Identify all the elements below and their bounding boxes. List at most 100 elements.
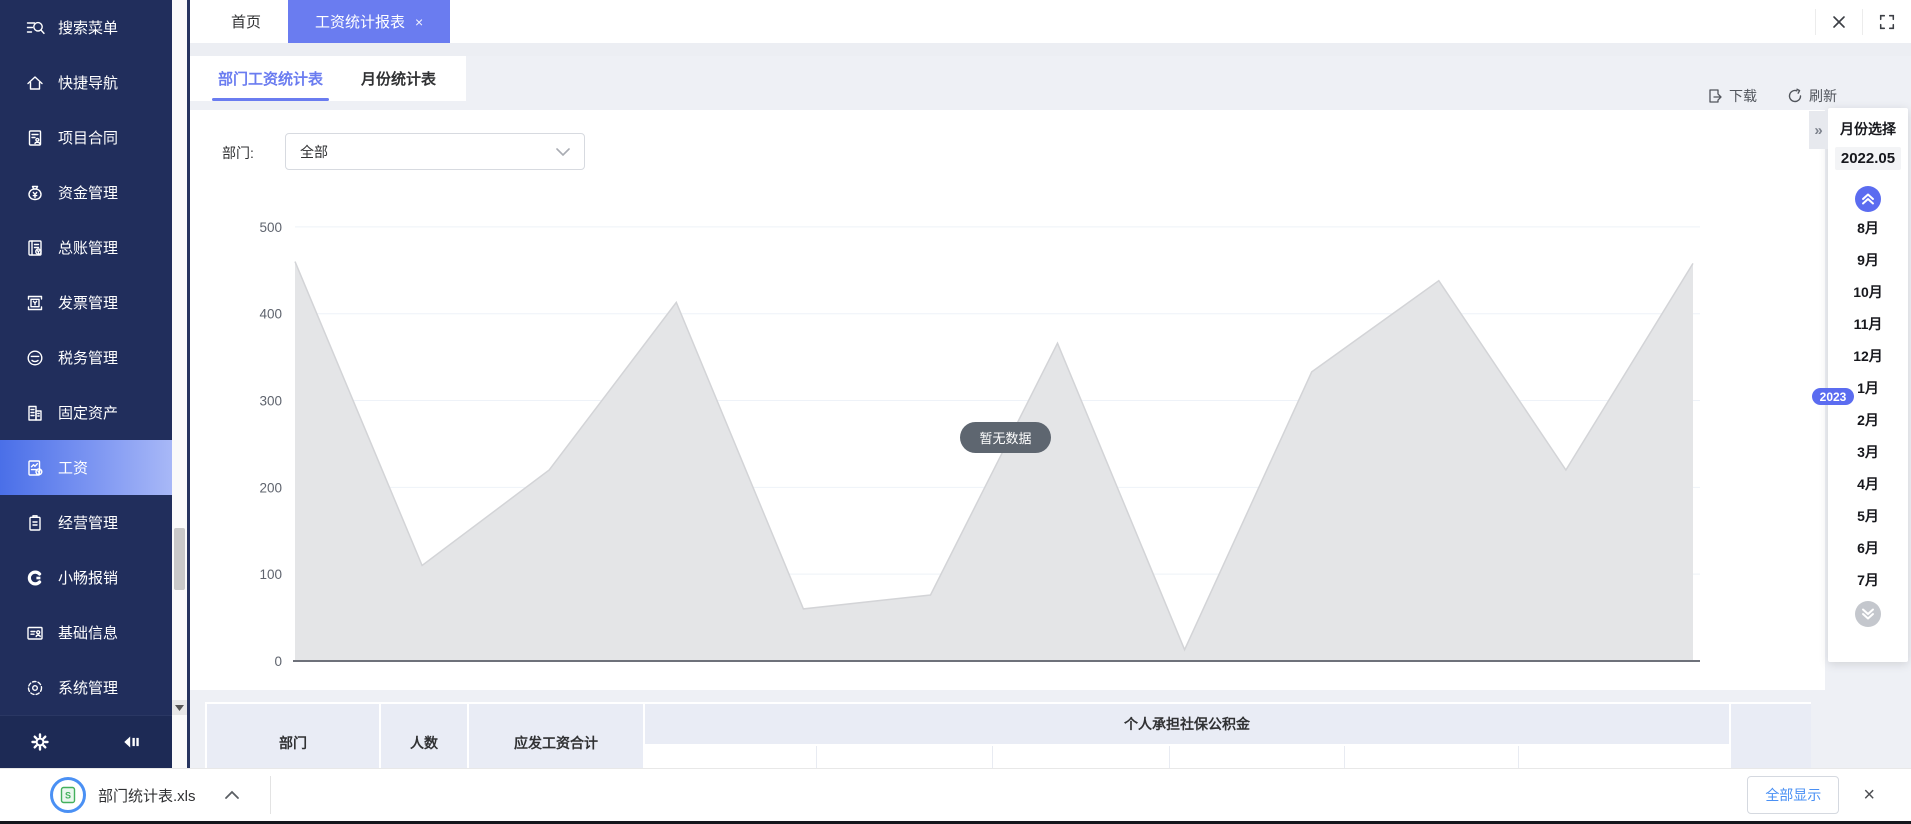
clipboard-icon xyxy=(25,513,45,533)
scrollbar-down-arrow[interactable] xyxy=(172,700,187,715)
subtab-dept-salary[interactable]: 部门工资统计表 xyxy=(212,68,330,101)
footer-divider xyxy=(269,776,271,814)
id-card-icon xyxy=(25,623,45,643)
salary-summary-table: 部门 人数 应发工资合计 个人承担社保公积金 xyxy=(205,702,1811,768)
sidebar-item-tax-mgmt[interactable]: 税务管理 xyxy=(0,330,172,385)
sidebar-item-label: 搜索菜单 xyxy=(58,20,119,37)
table-subheader-cell xyxy=(1168,744,1345,768)
chevron-down-icon xyxy=(556,147,570,156)
chart-card: 部门: 全部 0 100 200 300 400 500 暂无数据 xyxy=(190,110,1825,690)
subtab-strip: 部门工资统计表 月份统计表 xyxy=(190,56,466,101)
tab-label: 工资统计报表 xyxy=(315,14,406,31)
table-subheader-cell xyxy=(815,744,993,768)
current-month-value[interactable]: 2022.05 xyxy=(1835,147,1901,170)
bottom-edge-line xyxy=(0,821,1911,824)
double-chevron-down-icon xyxy=(1862,608,1874,620)
close-tab-icon[interactable]: × xyxy=(415,13,424,30)
month-item-4月[interactable]: 4月 xyxy=(1857,476,1879,492)
double-chevron-up-icon xyxy=(1862,193,1874,205)
sidebar-item-business-mgmt[interactable]: 经营管理 xyxy=(0,495,172,550)
tabbar-gap xyxy=(190,43,1911,56)
content-area: 部门工资统计表 月份统计表 下载 刷新 部门: 全部 0 100 200 300 400 5… xyxy=(190,56,1911,768)
excel-file-icon: S xyxy=(60,786,76,804)
month-panel-title: 月份选择 xyxy=(1840,121,1896,137)
close-all-tabs-icon[interactable] xyxy=(1816,0,1862,43)
year-badge: 2023 xyxy=(1812,388,1854,405)
sidebar-item-invoice-mgmt[interactable]: 发票管理 xyxy=(0,275,172,330)
collapse-sidebar-icon[interactable] xyxy=(122,732,142,752)
subtab-month-stats[interactable]: 月份统计表 xyxy=(361,68,436,101)
table-subheader-cell xyxy=(1343,744,1519,768)
system-circle-icon xyxy=(25,678,45,698)
department-filter-label: 部门: xyxy=(222,145,254,161)
sidebar-item-system-mgmt[interactable]: 系统管理 xyxy=(0,660,172,715)
table-header-cell: 应发工资合计 xyxy=(467,702,645,768)
sidebar-item-project-contract[interactable]: 项目合同 xyxy=(0,110,172,165)
gear-icon[interactable] xyxy=(30,732,50,752)
month-item-7月[interactable]: 7月 xyxy=(1857,572,1879,588)
svg-text:500: 500 xyxy=(259,220,282,235)
table-header-cell xyxy=(1729,702,1811,768)
svg-text:0: 0 xyxy=(274,654,282,669)
month-item-10月[interactable]: 10月 xyxy=(1853,284,1883,300)
refresh-button[interactable]: 刷新 xyxy=(1787,86,1837,106)
sidebar-item-label: 资金管理 xyxy=(58,185,119,202)
month-item-9月[interactable]: 9月 xyxy=(1857,252,1879,268)
sidebar-item-search-menu[interactable]: 搜索菜单 xyxy=(0,0,172,55)
sidebar-item-label: 发票管理 xyxy=(58,295,119,312)
sidebar-item-label: 工资 xyxy=(58,460,89,477)
download-label: 下载 xyxy=(1729,88,1757,104)
project-contract-icon xyxy=(25,128,45,148)
sidebar-scrollbar[interactable] xyxy=(172,0,187,768)
month-item-11月[interactable]: 11月 xyxy=(1853,316,1883,332)
sidebar-item-label: 经营管理 xyxy=(58,515,119,532)
table-header-cell: 个人承担社保公积金 xyxy=(642,702,1732,746)
sidebar-item-label: 固定资产 xyxy=(58,405,119,422)
download-progress-ring: S xyxy=(50,777,86,813)
sidebar-item-salary[interactable]: 工资 xyxy=(0,440,172,495)
department-select[interactable]: 全部 xyxy=(285,133,585,170)
table-subheader-cell xyxy=(1517,744,1731,768)
month-item-2月[interactable]: 2月 xyxy=(1857,412,1879,428)
scrollbar-thumb[interactable] xyxy=(174,528,185,590)
sidebar-item-label: 系统管理 xyxy=(58,680,119,697)
main-area: 首页 工资统计报表 × 部门工资统计表 月份统计表 下载 刷新 部 xyxy=(190,0,1911,768)
table-subheader-cell xyxy=(991,744,1170,768)
sidebar-item-fixed-assets[interactable]: 固定资产 xyxy=(0,385,172,440)
show-all-button[interactable]: 全部显示 xyxy=(1747,776,1840,814)
sidebar-item-quick-nav[interactable]: 快捷导航 xyxy=(0,55,172,110)
active-subtab-underline xyxy=(212,98,330,101)
table-header-cell: 部门 xyxy=(205,702,381,768)
download-footer-bar: S 部门统计表.xls 全部显示 × xyxy=(0,768,1911,821)
sidebar-bottom-bar xyxy=(0,715,172,768)
fullscreen-icon[interactable] xyxy=(1863,0,1911,43)
tabbar-divider xyxy=(1815,8,1816,35)
chevron-up-icon[interactable] xyxy=(224,790,240,800)
month-item-6月[interactable]: 6月 xyxy=(1857,540,1879,556)
tabs-container: 首页 工资统计报表 × xyxy=(204,0,451,43)
download-button[interactable]: 下载 xyxy=(1707,86,1757,106)
sidebar-item-label: 税务管理 xyxy=(58,350,119,367)
collapse-panel-button[interactable]: » xyxy=(1809,111,1828,149)
tab-salary-report[interactable]: 工资统计报表 × xyxy=(288,0,451,43)
month-item-12月[interactable]: 12月 xyxy=(1853,348,1883,364)
sidebar-item-label: 总账管理 xyxy=(58,240,119,257)
scroll-months-down-button[interactable] xyxy=(1855,601,1881,627)
scroll-months-up-button[interactable] xyxy=(1855,186,1881,212)
month-select-panel: » 月份选择 2022.05 8月 9月 10月 11月 12月 1月 2月 3月 4月 5月 6月… xyxy=(1809,108,1908,662)
month-item-5月[interactable]: 5月 xyxy=(1857,508,1879,524)
downloaded-file-name[interactable]: 部门统计表.xls xyxy=(98,787,196,805)
month-item-3月[interactable]: 3月 xyxy=(1857,444,1879,460)
sidebar-item-basic-info[interactable]: 基础信息 xyxy=(0,605,172,660)
sidebar-item-xiaochang-baoxiao[interactable]: 小畅报销 xyxy=(0,550,172,605)
svg-text:300: 300 xyxy=(259,394,282,409)
money-bag-icon xyxy=(25,183,45,203)
tab-home[interactable]: 首页 xyxy=(204,0,288,43)
sidebar-item-funds-mgmt[interactable]: 资金管理 xyxy=(0,165,172,220)
sidebar-item-general-ledger[interactable]: 总账管理 xyxy=(0,220,172,275)
month-item-1月[interactable]: 1月 xyxy=(1857,380,1879,396)
invoice-icon xyxy=(25,293,45,313)
close-footer-icon[interactable]: × xyxy=(1863,784,1875,806)
month-item-8月[interactable]: 8月 xyxy=(1857,220,1879,236)
salary-sheet-icon xyxy=(25,458,45,478)
